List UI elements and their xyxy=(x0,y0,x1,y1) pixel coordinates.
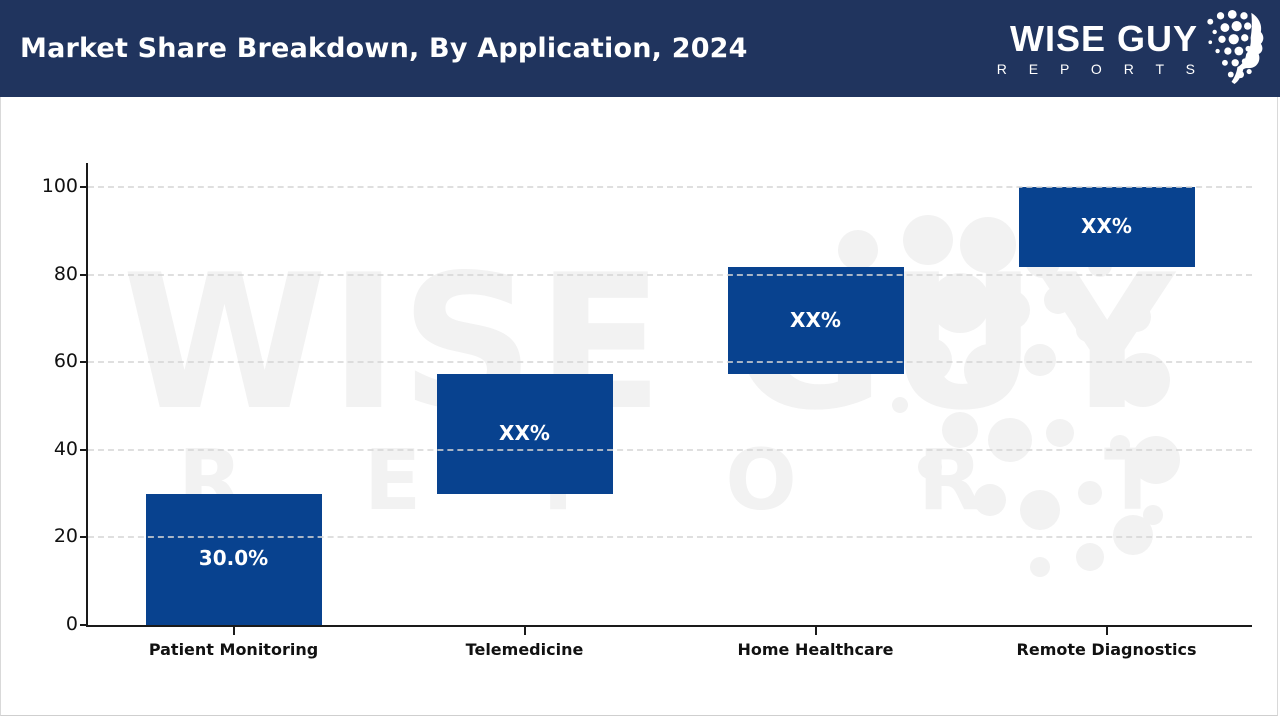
x-tick-mark xyxy=(814,627,817,635)
bar-value-label: 30.0% xyxy=(198,546,269,571)
gridline xyxy=(88,186,1252,188)
gridline xyxy=(88,273,1252,276)
watermark-text-line2: R E P O R T S xyxy=(178,431,1280,529)
x-category-label: Patient Monitoring xyxy=(148,640,319,659)
x-tick-mark xyxy=(523,627,526,635)
x-axis-line xyxy=(86,625,1252,627)
gridline xyxy=(88,536,1252,539)
y-tick-mark xyxy=(80,624,88,626)
brand-name: WISE GUY xyxy=(1009,18,1198,59)
page-title: Market Share Breakdown, By Application, … xyxy=(20,33,748,64)
y-tick-mark xyxy=(80,186,88,188)
y-tick-label: 20 xyxy=(53,525,78,548)
bar-value-label: XX% xyxy=(499,421,550,446)
y-tick-label: 0 xyxy=(65,613,78,635)
y-tick-label: 100 xyxy=(41,175,78,197)
brand-logo: WISE GUY R E P O R T S xyxy=(997,8,1266,90)
bar-value-label: XX% xyxy=(790,307,841,332)
header-bar: Market Share Breakdown, By Application, … xyxy=(0,0,1280,97)
y-axis-line xyxy=(86,163,88,627)
x-tick-mark xyxy=(232,627,235,635)
y-tick-mark xyxy=(80,361,88,364)
bar-value-label: XX% xyxy=(1081,213,1132,238)
bar-segment xyxy=(436,374,613,494)
y-tick-label: 80 xyxy=(53,262,78,285)
y-tick-mark xyxy=(80,273,88,276)
y-tick-mark xyxy=(80,448,88,451)
y-tick-mark xyxy=(80,536,88,539)
brand-subname: R E P O R T S xyxy=(996,61,1204,77)
watermark-text-line1: WISE GUY xyxy=(122,234,1177,451)
y-tick-label: 60 xyxy=(53,350,78,373)
x-category-label: Remote Diagnostics xyxy=(1016,640,1197,659)
brand-logo-text: WISE GUY R E P O R T S xyxy=(997,18,1198,77)
dotted-head-icon xyxy=(1200,8,1266,90)
x-category-label: Home Healthcare xyxy=(737,640,894,659)
x-tick-mark xyxy=(1105,627,1108,635)
bar-segment xyxy=(1018,187,1195,267)
gridline xyxy=(88,448,1252,451)
bar-segment xyxy=(145,493,322,625)
y-tick-label: 40 xyxy=(53,437,78,460)
gridline xyxy=(88,361,1252,364)
bar-segment xyxy=(727,266,904,375)
x-category-label: Telemedicine xyxy=(465,640,584,659)
